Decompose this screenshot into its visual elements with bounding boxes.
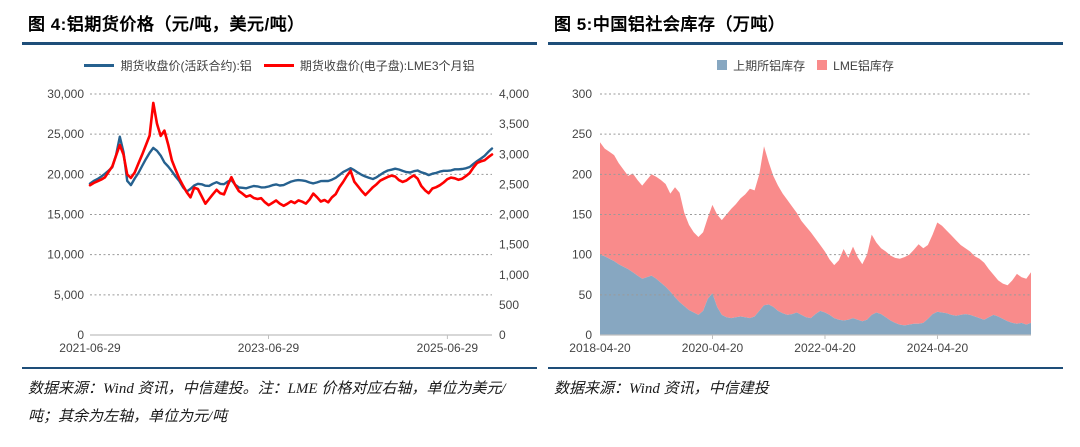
bottom-divider: [548, 367, 1063, 369]
figure-5-title: 图 5:中国铝社会库存（万吨）: [554, 15, 786, 34]
legend-item-shfe-inventory: 上期所铝库存: [717, 57, 805, 74]
svg-text:3,000: 3,000: [499, 147, 529, 161]
svg-text:15,000: 15,000: [47, 208, 84, 222]
legend-label: LME铝库存: [833, 58, 894, 73]
svg-text:250: 250: [572, 127, 592, 141]
svg-text:100: 100: [572, 248, 592, 262]
svg-text:2,000: 2,000: [499, 208, 529, 222]
svg-text:2021-06-29: 2021-06-29: [59, 341, 121, 353]
svg-text:300: 300: [572, 87, 592, 101]
legend-label: 上期所铝库存: [733, 58, 806, 73]
blue-area-swatch: [717, 60, 728, 70]
title-divider: [548, 42, 1063, 45]
svg-text:2022-04-20: 2022-04-20: [794, 341, 856, 353]
svg-text:10,000: 10,000: [47, 248, 84, 262]
svg-text:50: 50: [579, 288, 593, 302]
figure-4-source-note: 数据来源：Wind 资讯，中信建投。注：LME 价格对应右轴，单位为美元/吨；其…: [28, 381, 506, 425]
svg-text:200: 200: [572, 167, 592, 181]
svg-text:2,500: 2,500: [499, 177, 529, 191]
svg-text:150: 150: [572, 208, 592, 222]
title-divider: [22, 42, 537, 45]
pink-area-swatch: [817, 60, 828, 70]
red-line-swatch: [263, 63, 294, 67]
fig4-legend: 期货收盘价(活跃合约):铝 期货收盘价(电子盘):LME3个月铝: [22, 57, 537, 73]
svg-text:20,000: 20,000: [47, 167, 84, 181]
legend-label: 期货收盘价(电子盘):LME3个月铝: [299, 58, 475, 73]
fig5-legend: 上期所铝库存 LME铝库存: [548, 57, 1063, 73]
svg-text:4,000: 4,000: [499, 87, 529, 101]
svg-text:0: 0: [585, 328, 592, 342]
svg-text:30,000: 30,000: [47, 87, 84, 101]
svg-text:2025-06-29: 2025-06-29: [417, 341, 479, 353]
svg-text:1,000: 1,000: [499, 268, 529, 282]
blue-line-swatch: [84, 63, 115, 67]
svg-text:0: 0: [499, 328, 506, 342]
figure-5-source-note: 数据来源：Wind 资讯，中信建投: [554, 381, 769, 397]
svg-text:500: 500: [499, 298, 519, 312]
svg-text:1,500: 1,500: [499, 238, 529, 252]
svg-text:5,000: 5,000: [54, 288, 84, 302]
svg-text:2024-04-20: 2024-04-20: [907, 341, 969, 353]
svg-text:25,000: 25,000: [47, 127, 84, 141]
legend-item-shfe-aluminum: 期货收盘价(活跃合约):铝: [84, 57, 252, 74]
bottom-divider: [22, 367, 537, 369]
svg-text:0: 0: [77, 328, 84, 342]
legend-label: 期货收盘价(活跃合约):铝: [120, 58, 252, 73]
legend-item-lme-3m-aluminum: 期货收盘价(电子盘):LME3个月铝: [263, 57, 475, 74]
svg-text:3,500: 3,500: [499, 117, 529, 131]
legend-item-lme-inventory: LME铝库存: [817, 57, 894, 74]
svg-text:2018-04-20: 2018-04-20: [569, 341, 631, 353]
figure-4-title: 图 4:铝期货价格（元/吨，美元/吨）: [28, 15, 305, 34]
aluminum-futures-price-line-chart: 30,00025,00020,00015,00010,0005,00002021…: [47, 87, 529, 353]
svg-text:2020-04-20: 2020-04-20: [682, 341, 744, 353]
figure-5-china-aluminum-inventory: 图 5:中国铝社会库存（万吨） 上期所铝库存 LME铝库存 300 250 200 1…: [548, 0, 1063, 404]
svg-text:2023-06-29: 2023-06-29: [238, 341, 300, 353]
figure-4-aluminum-futures-price: 图 4:铝期货价格（元/吨，美元/吨） 期货收盘价(活跃合约):铝 期货收盘价(…: [22, 0, 537, 432]
